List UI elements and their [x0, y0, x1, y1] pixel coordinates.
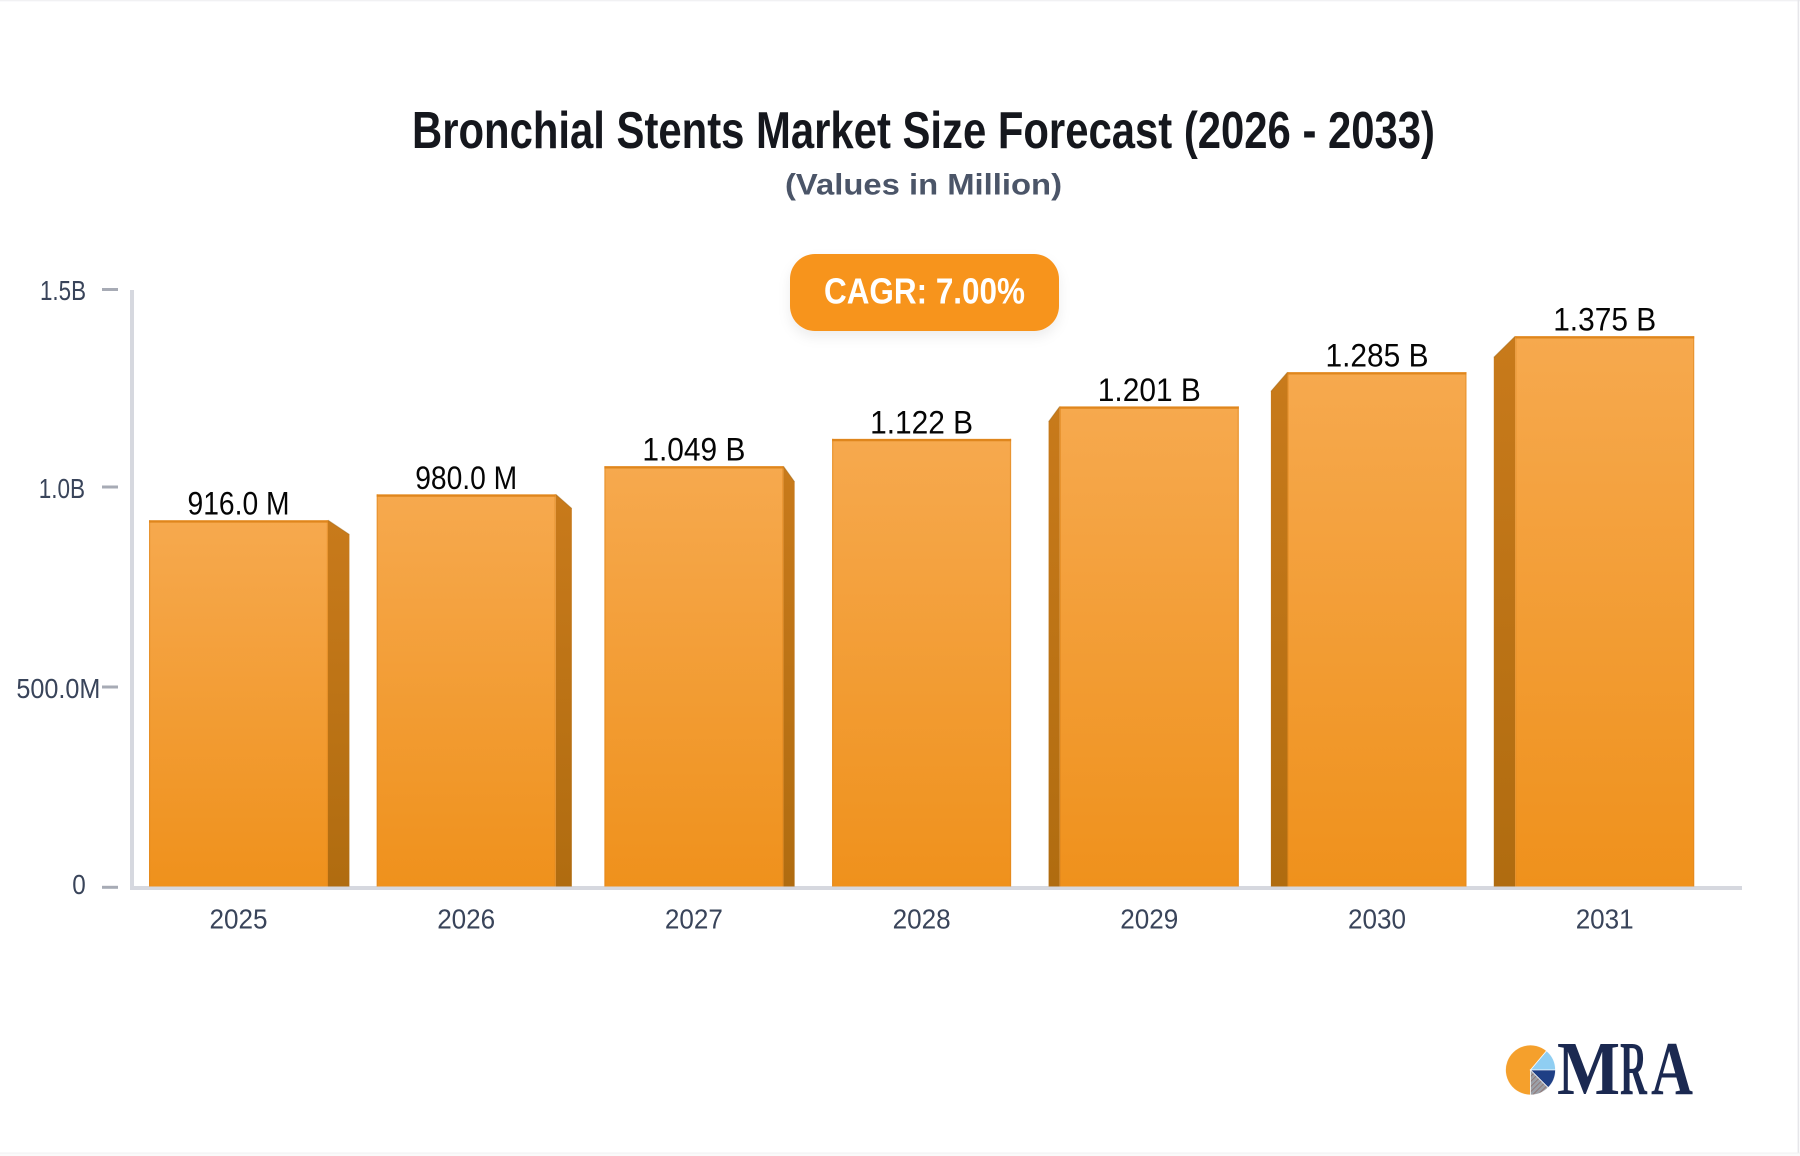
svg-text:(Values in Million): (Values in Million)	[785, 169, 1062, 202]
svg-text:2031: 2031	[1576, 903, 1634, 934]
svg-text:2028: 2028	[893, 903, 951, 934]
svg-text:1.375 B: 1.375 B	[1553, 302, 1656, 338]
svg-text:1.5B: 1.5B	[40, 275, 86, 306]
svg-text:2029: 2029	[1120, 903, 1178, 934]
svg-text:2025: 2025	[210, 903, 268, 934]
svg-text:A: A	[1651, 1027, 1693, 1111]
svg-text:Bronchial Stents Market Size F: Bronchial Stents Market Size Forecast (2…	[412, 102, 1435, 160]
svg-text:M: M	[1557, 1027, 1620, 1111]
svg-text:R: R	[1620, 1027, 1648, 1111]
svg-text:CAGR: 7.00%: CAGR: 7.00%	[824, 271, 1025, 312]
svg-text:916.0 M: 916.0 M	[188, 486, 290, 522]
svg-text:2030: 2030	[1348, 903, 1406, 934]
svg-text:2026: 2026	[437, 903, 495, 934]
svg-text:2027: 2027	[665, 903, 723, 934]
svg-text:980.0 M: 980.0 M	[415, 460, 517, 496]
svg-text:0: 0	[72, 869, 86, 900]
svg-text:1.049 B: 1.049 B	[642, 432, 745, 468]
svg-text:500.0M: 500.0M	[16, 673, 100, 704]
svg-text:1.285 B: 1.285 B	[1326, 338, 1429, 374]
svg-text:1.122 B: 1.122 B	[870, 404, 973, 440]
svg-text:1.201 B: 1.201 B	[1098, 372, 1201, 408]
svg-text:1.0B: 1.0B	[39, 473, 85, 504]
